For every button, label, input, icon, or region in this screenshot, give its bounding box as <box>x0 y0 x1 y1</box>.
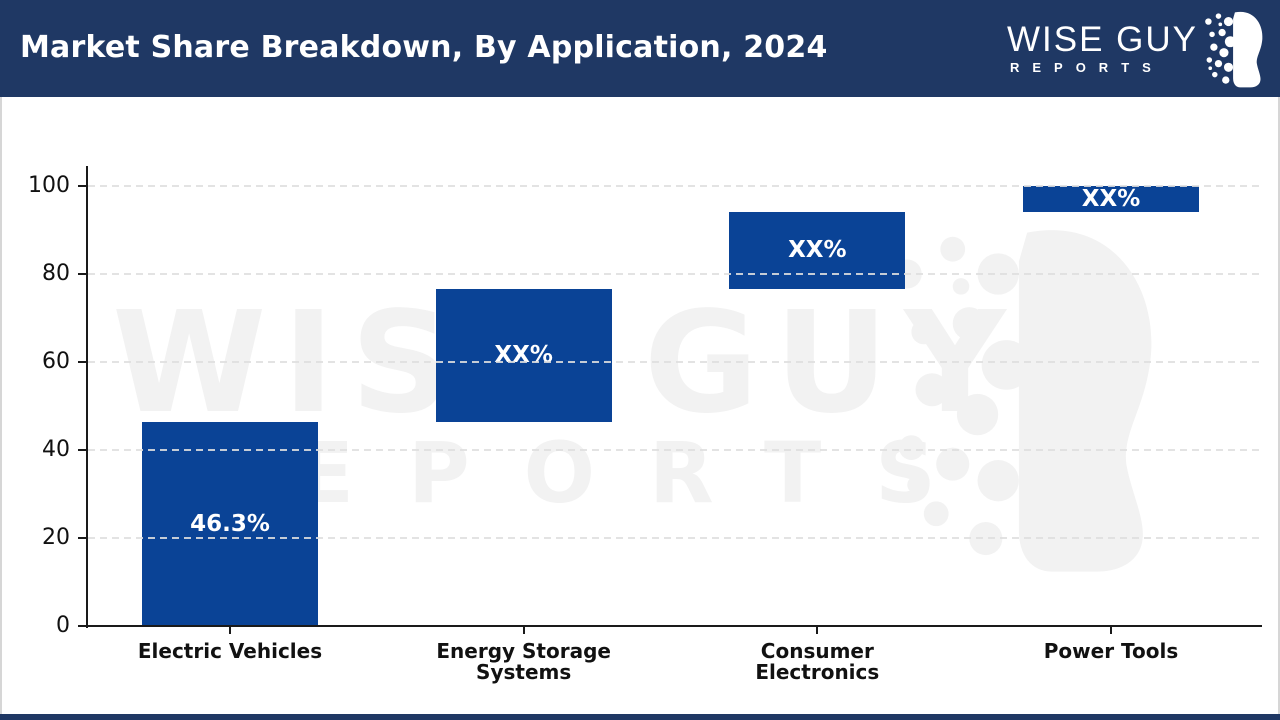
y-tick-mark <box>78 273 86 275</box>
y-tick-mark <box>78 537 86 539</box>
bar-value-label: XX% <box>494 342 553 369</box>
y-tick-label: 0 <box>56 613 70 638</box>
x-tick-label: Consumer Electronics <box>755 639 880 684</box>
x-tick-label: Power Tools <box>1043 639 1179 663</box>
y-axis-line <box>86 166 88 628</box>
page-title: Market Share Breakdown, By Application, … <box>20 30 828 65</box>
y-tick-label: 60 <box>42 349 70 374</box>
plot-area: 0 20 40 60 80 100 46.3% Electric Vehicles XX% Ene… <box>28 166 1262 683</box>
x-tick-mark <box>229 626 231 634</box>
bar: XX% <box>1023 185 1199 213</box>
bar-value-label: 46.3% <box>190 510 270 537</box>
gridline <box>88 537 1262 539</box>
y-tick-mark <box>78 449 86 451</box>
x-tick-label: Energy Storage Systems <box>436 639 611 684</box>
header-band: Market Share Breakdown, By Application, … <box>0 0 1280 97</box>
y-tick-mark <box>78 361 86 363</box>
wise-guy-logo: WISE GUY REPORTS <box>1007 7 1266 91</box>
bar: 46.3% <box>142 422 318 626</box>
footer-band <box>0 714 1280 720</box>
x-tick-mark <box>1110 626 1112 634</box>
gridline <box>88 185 1262 187</box>
gridline <box>88 273 1262 275</box>
x-tick-mark <box>522 626 525 634</box>
x-tick-mark <box>816 626 819 634</box>
y-tick-label: 40 <box>42 437 70 462</box>
gridline <box>88 449 1262 451</box>
y-tick-label: 80 <box>42 261 70 286</box>
x-tick-label: Electric Vehicles <box>137 639 323 663</box>
bar: XX% <box>435 289 612 423</box>
x-axis-line <box>86 625 1262 627</box>
bar-value-label: XX% <box>1081 185 1141 212</box>
y-tick-label: 20 <box>42 525 70 550</box>
y-tick-label: 100 <box>28 172 70 198</box>
y-tick-mark <box>78 625 86 627</box>
bar-value-label: XX% <box>788 237 847 264</box>
bar: XX% <box>729 212 906 290</box>
dotted-head-icon <box>1205 11 1263 87</box>
logo-subtitle: REPORTS <box>1009 60 1164 75</box>
watermark-head-icon <box>892 230 1152 572</box>
logo-wordmark: WISE GUY <box>1006 20 1198 59</box>
y-tick-mark <box>78 185 86 187</box>
gridline <box>88 361 1262 363</box>
logo-text: WISE GUY REPORTS <box>1006 20 1198 76</box>
